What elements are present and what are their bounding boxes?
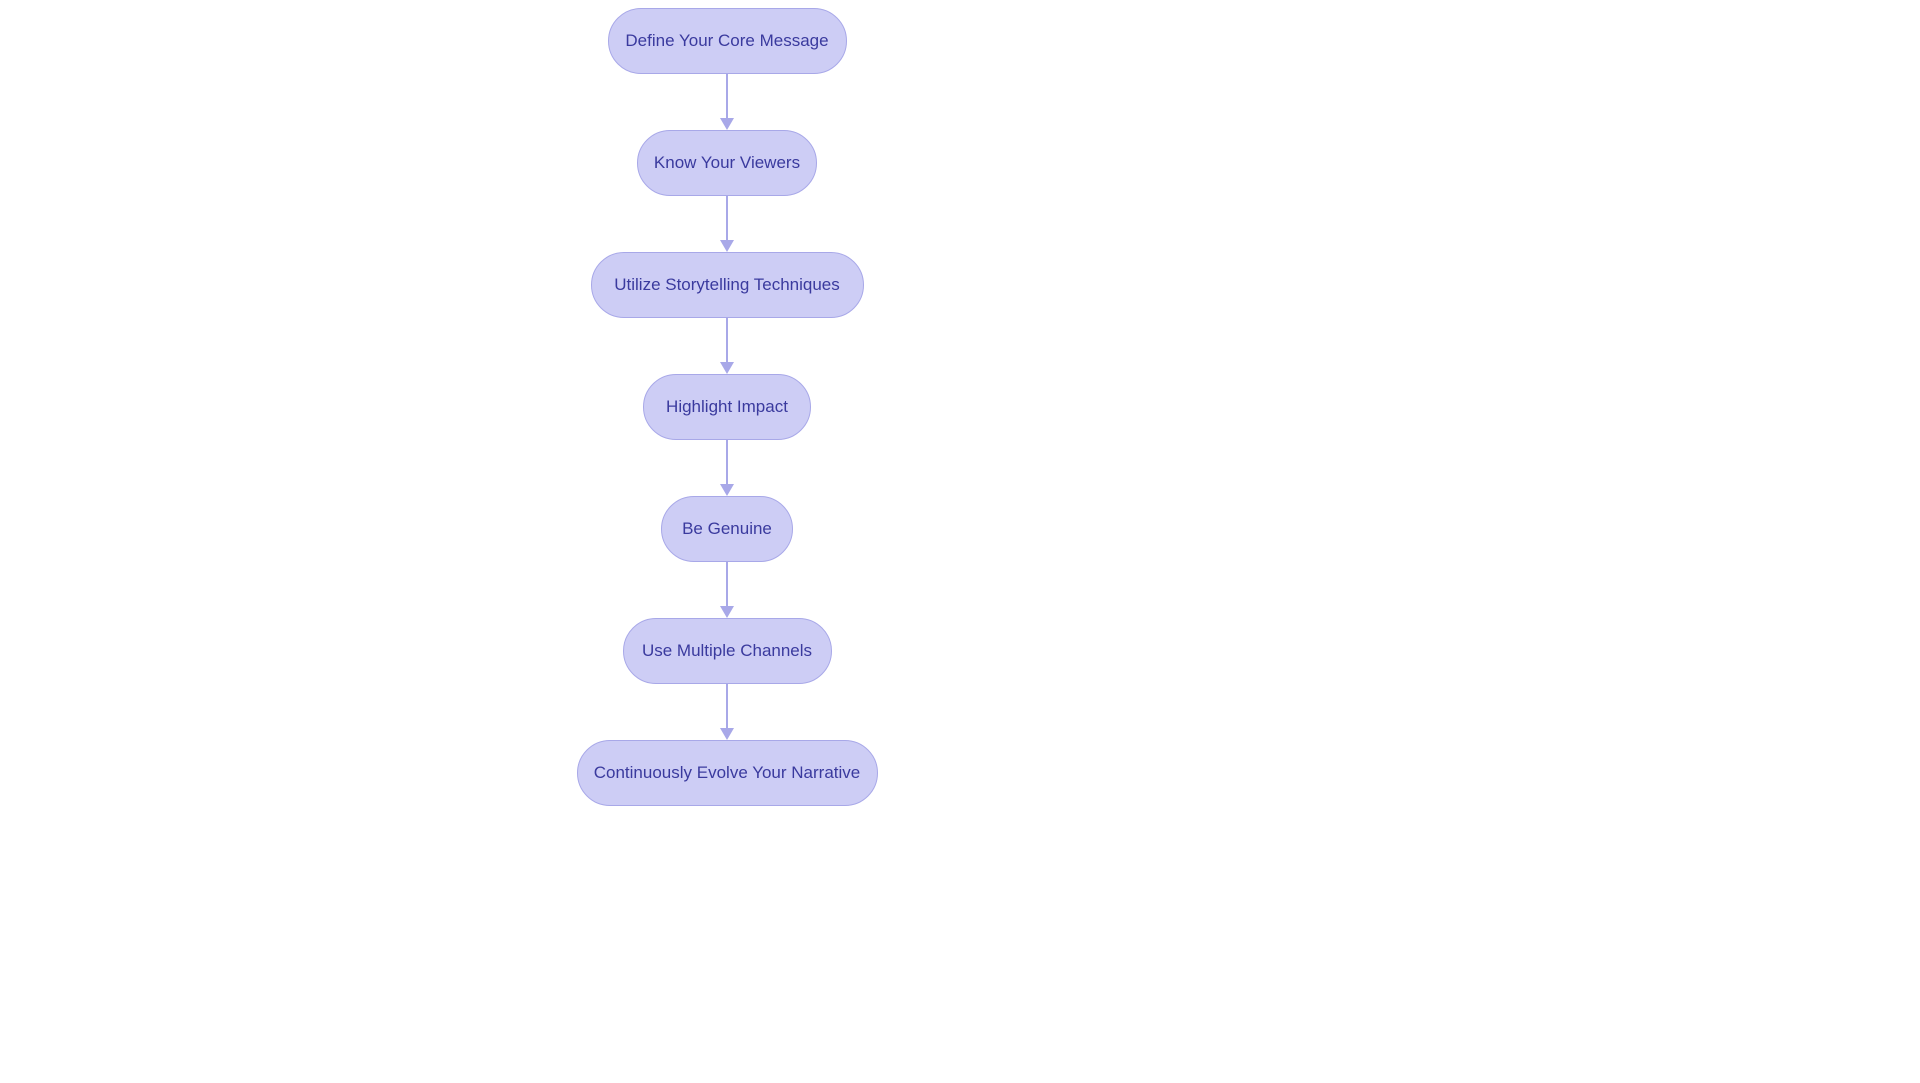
flowchart-edge	[726, 318, 728, 363]
arrow-down-icon	[720, 240, 734, 252]
flowchart-node: Highlight Impact	[643, 374, 811, 440]
flowchart-node-label: Utilize Storytelling Techniques	[614, 275, 840, 295]
flowchart-node-label: Highlight Impact	[666, 397, 788, 417]
flowchart-canvas: Define Your Core Message Know Your Viewer…	[0, 0, 1920, 1083]
flowchart-node-label: Use Multiple Channels	[642, 641, 812, 661]
arrow-down-icon	[720, 728, 734, 740]
flowchart-edge	[726, 440, 728, 485]
flowchart-node: Utilize Storytelling Techniques	[591, 252, 864, 318]
flowchart-edge	[726, 74, 728, 119]
arrow-down-icon	[720, 118, 734, 130]
arrow-down-icon	[720, 484, 734, 496]
flowchart-edge	[726, 562, 728, 607]
flowchart-node: Be Genuine	[661, 496, 793, 562]
arrow-down-icon	[720, 606, 734, 618]
flowchart-node: Use Multiple Channels	[623, 618, 832, 684]
arrow-down-icon	[720, 362, 734, 374]
flowchart-node-label: Know Your Viewers	[654, 153, 800, 173]
flowchart-node-label: Continuously Evolve Your Narrative	[594, 763, 860, 783]
flowchart-node: Know Your Viewers	[637, 130, 817, 196]
flowchart-node-label: Define Your Core Message	[625, 31, 828, 51]
flowchart-node: Continuously Evolve Your Narrative	[577, 740, 878, 806]
flowchart-edge	[726, 196, 728, 241]
flowchart-edge	[726, 684, 728, 729]
flowchart-node: Define Your Core Message	[608, 8, 847, 74]
flowchart-node-label: Be Genuine	[682, 519, 772, 539]
